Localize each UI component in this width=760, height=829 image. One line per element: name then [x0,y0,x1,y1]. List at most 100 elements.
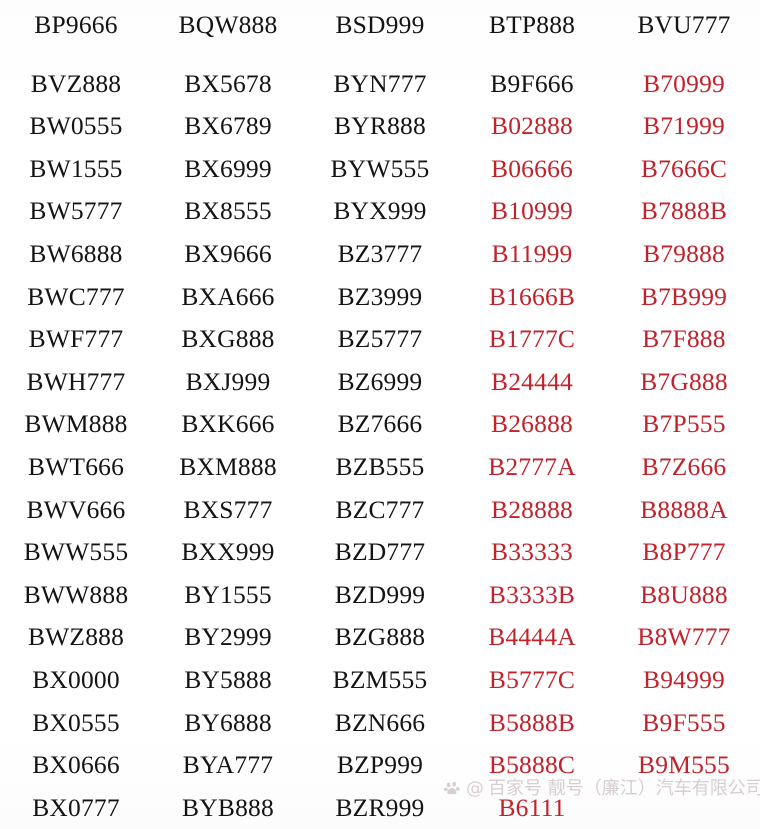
plate-cell[interactable]: BWM888 [24,409,128,439]
plate-cell[interactable]: BWH777 [26,366,126,396]
plate-cell[interactable]: B11999 [491,238,573,268]
plate-cell[interactable]: BWW888 [23,579,129,609]
plate-cell[interactable]: B24444 [491,366,573,396]
plate-cell[interactable]: BY6888 [184,707,272,737]
plate-cell[interactable]: BWF777 [28,324,124,354]
plate-cell[interactable]: BW0555 [29,111,123,141]
plate-cell[interactable]: B71999 [643,111,725,141]
plate-cell[interactable]: B5888C [488,750,576,780]
plate-cell[interactable]: BZ3777 [337,238,423,268]
table-row: BWZ888 BY2999 BZG888 B4444A B8W777 [0,616,760,659]
plate-cell[interactable]: BWW555 [23,537,129,567]
plate-cell[interactable]: BW1555 [29,153,123,183]
plate-cell[interactable]: BXA666 [181,281,275,311]
plate-cell[interactable]: B7888B [640,196,728,226]
plate-cell[interactable]: BYN777 [333,68,427,98]
plate-cell[interactable]: BX5678 [184,68,272,98]
plate-cell[interactable]: BZR999 [335,792,425,822]
plate-cell[interactable]: BXM888 [179,452,277,482]
plate-cell[interactable]: BZN666 [334,707,426,737]
plate-cell[interactable]: B28888 [491,494,573,524]
plate-cell[interactable]: B9F555 [642,707,726,737]
plate-cell[interactable]: BZ6999 [337,366,423,396]
table-row: BW0555 BX6789 BYR888 B02888 B71999 [0,105,760,148]
plate-cell[interactable]: B5777C [488,665,576,695]
plate-cell[interactable]: B26888 [491,409,573,439]
plate-cell[interactable]: BY1555 [184,579,272,609]
plate-cell[interactable]: BX6789 [184,111,272,141]
table-row: BWW888 BY1555 BZD999 B3333B B8U888 [0,573,760,616]
plate-cell[interactable]: B8888A [640,494,728,524]
plate-cell[interactable]: BX0555 [32,707,120,737]
plate-cell[interactable]: B70999 [643,68,725,98]
plate-cell[interactable]: BZ5777 [337,324,423,354]
plate-cell[interactable]: BXJ999 [185,366,271,396]
plate-cell[interactable]: BZ3999 [337,281,423,311]
plate-cell[interactable]: B1777C [488,324,576,354]
plate-cell[interactable]: BSD999 [335,10,425,40]
plate-cell[interactable]: BY5888 [184,665,272,695]
plate-cell[interactable]: B10999 [491,196,573,226]
plate-cell[interactable]: BZB555 [335,452,425,482]
plate-cell[interactable]: BXS777 [183,494,273,524]
plate-cell[interactable]: BX0000 [32,665,120,695]
plate-cell[interactable]: BZ7666 [337,409,423,439]
plate-cell[interactable]: B5888B [488,707,576,737]
plate-cell[interactable]: BZC777 [335,494,425,524]
plate-cell[interactable]: B94999 [643,665,725,695]
table-row: BWW555 BXX999 BZD777 B33333 B8P777 [0,531,760,574]
plate-cell[interactable]: BWC777 [27,281,125,311]
plate-cell[interactable]: BX0777 [32,792,120,822]
plate-cell[interactable]: B2777A [488,452,576,482]
plate-cell[interactable]: BY2999 [184,622,272,652]
plate-cell[interactable]: B8P777 [642,537,726,567]
plate-cell[interactable]: BX6999 [184,153,272,183]
plate-cell[interactable]: BYX999 [333,196,427,226]
plate-cell[interactable]: BYR888 [334,111,426,141]
plate-cell[interactable]: B9F666 [490,68,574,98]
plate-cell[interactable]: BP9666 [34,10,118,40]
plate-cell[interactable]: BX8555 [184,196,272,226]
table-row: BX0000 BY5888 BZM555 B5777C B94999 [0,659,760,702]
plate-cell[interactable]: B79888 [643,238,725,268]
plate-cell[interactable]: B7666C [640,153,728,183]
plate-cell[interactable]: B06666 [491,153,573,183]
plate-cell[interactable]: BWV666 [26,494,126,524]
plate-cell[interactable]: B4444A [488,622,576,652]
plate-cell[interactable]: BZM555 [332,665,428,695]
plate-cell[interactable]: BVZ888 [30,68,122,98]
plate-cell[interactable]: B6111 [498,792,566,822]
plate-cell[interactable]: BQW888 [178,10,278,40]
plate-cell[interactable]: B7Z666 [641,452,727,482]
plate-cell[interactable]: BYW555 [330,153,430,183]
plate-cell[interactable]: B9M555 [638,750,730,780]
plate-cell[interactable]: BWZ888 [27,622,125,652]
plate-cell[interactable]: B8W777 [637,622,731,652]
plate-cell[interactable]: BXG888 [181,324,275,354]
plate-cell[interactable]: B7F888 [642,324,726,354]
plate-cell[interactable]: B02888 [491,111,573,141]
plate-cell[interactable]: BXK666 [181,409,275,439]
plate-cell[interactable]: BZP999 [336,750,424,780]
plate-cell[interactable]: BZG888 [334,622,426,652]
plate-cell[interactable]: B7P555 [642,409,726,439]
plate-cell[interactable]: B33333 [491,537,573,567]
plate-cell[interactable]: BX0666 [32,750,120,780]
plate-cell[interactable]: BYA777 [182,750,274,780]
plate-cell[interactable]: BW5777 [29,196,123,226]
plate-cell[interactable]: BVU777 [637,10,731,40]
plate-cell[interactable]: BYB888 [182,792,274,822]
plate-cell[interactable]: BTP888 [488,10,576,40]
table-row: BX0666 BYA777 BZP999 B5888C B9M555 [0,744,760,787]
plate-cell[interactable]: B1666B [488,281,576,311]
plate-cell[interactable]: BZD999 [334,579,426,609]
plate-cell[interactable]: B8U888 [640,579,728,609]
plate-cell[interactable]: BX9666 [184,238,272,268]
plate-cell[interactable]: B7G888 [640,366,728,396]
plate-cell[interactable]: BXX999 [181,537,275,567]
plate-cell[interactable]: BZD777 [334,537,426,567]
plate-cell[interactable]: BW6888 [29,238,123,268]
plate-cell[interactable]: B7B999 [640,281,728,311]
plate-cell[interactable]: BWT666 [27,452,125,482]
plate-cell[interactable]: B3333B [488,579,576,609]
